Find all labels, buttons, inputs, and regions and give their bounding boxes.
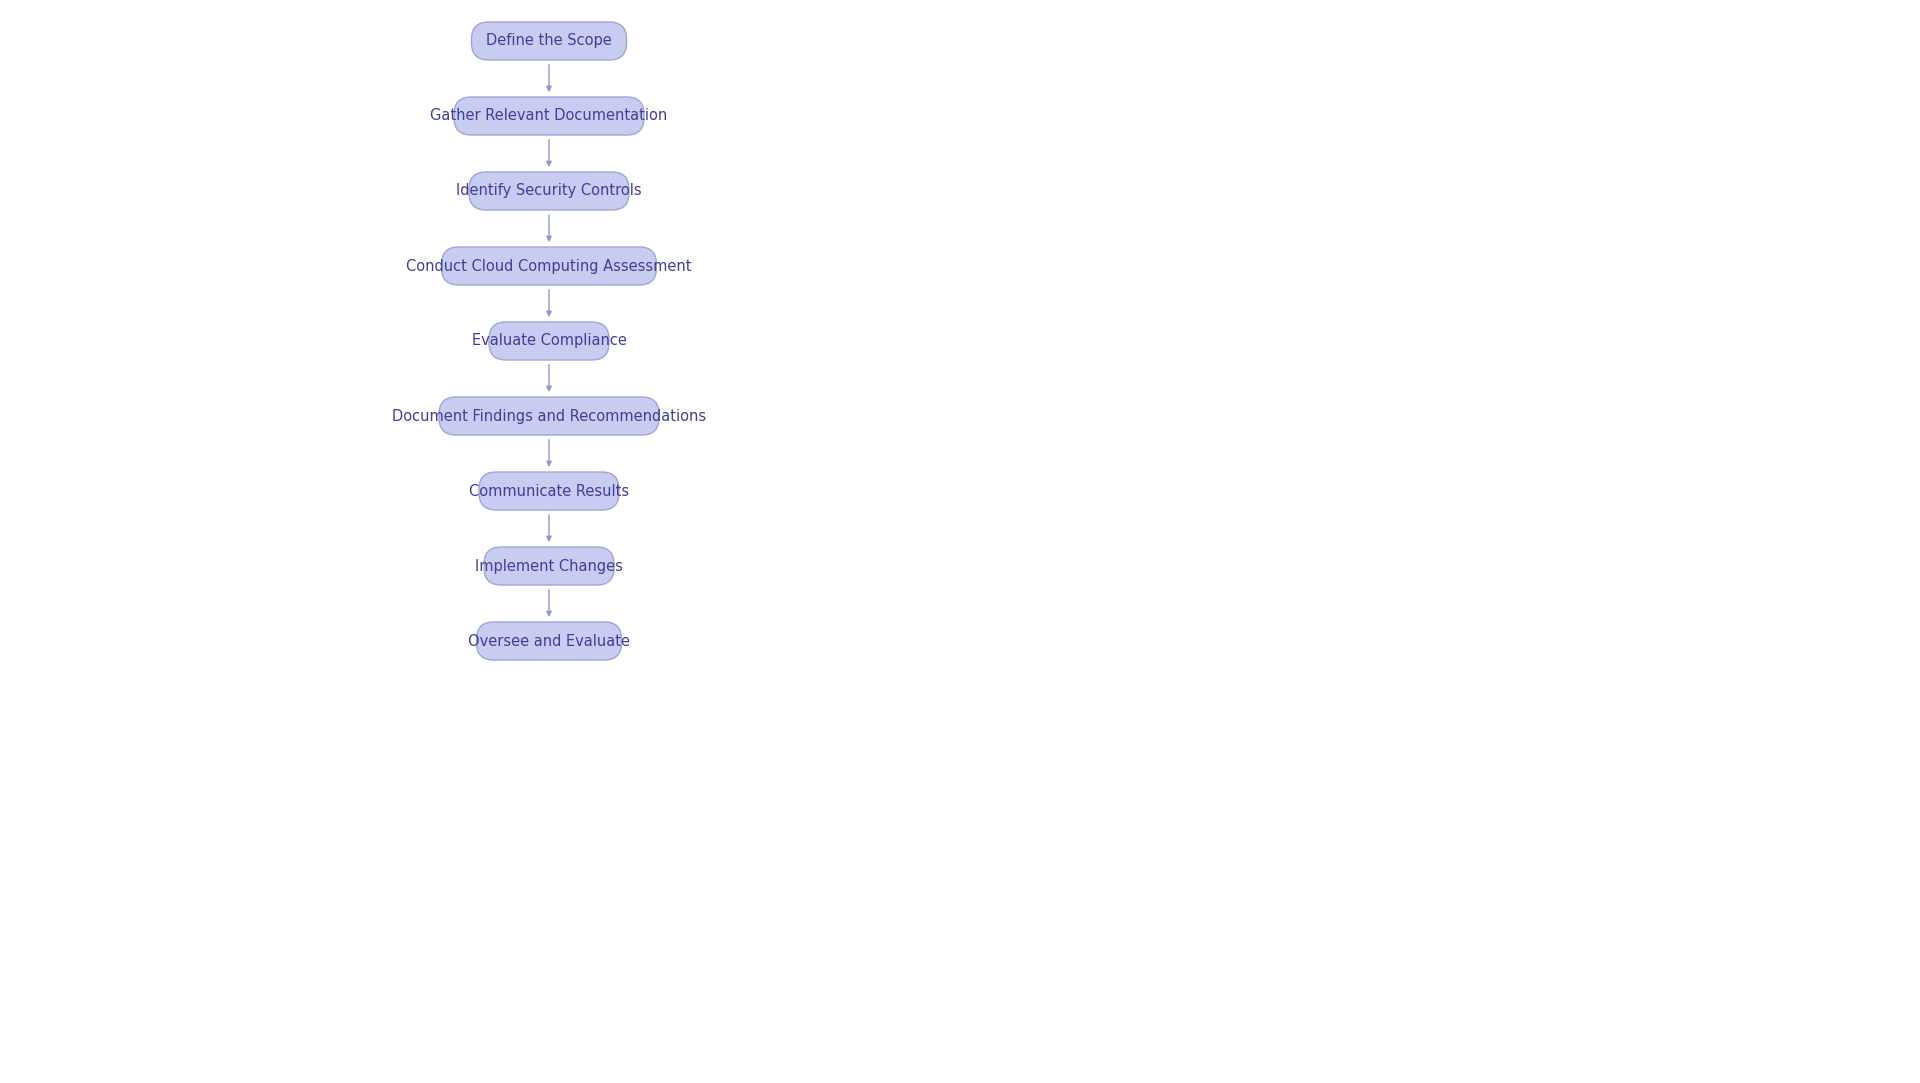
FancyBboxPatch shape	[478, 472, 618, 510]
Text: Implement Changes: Implement Changes	[474, 559, 622, 574]
Text: Gather Relevant Documentation: Gather Relevant Documentation	[430, 108, 668, 123]
FancyBboxPatch shape	[476, 622, 622, 660]
Text: Oversee and Evaluate: Oversee and Evaluate	[468, 634, 630, 649]
FancyBboxPatch shape	[472, 22, 626, 60]
FancyBboxPatch shape	[440, 397, 659, 435]
FancyBboxPatch shape	[442, 247, 657, 285]
FancyBboxPatch shape	[468, 172, 630, 210]
FancyBboxPatch shape	[484, 547, 614, 585]
Text: Define the Scope: Define the Scope	[486, 34, 612, 49]
Text: Conduct Cloud Computing Assessment: Conduct Cloud Computing Assessment	[407, 259, 691, 274]
Text: Identify Security Controls: Identify Security Controls	[457, 183, 641, 198]
Text: Evaluate Compliance: Evaluate Compliance	[472, 334, 626, 349]
FancyBboxPatch shape	[453, 97, 643, 135]
FancyBboxPatch shape	[490, 322, 609, 360]
Text: Document Findings and Recommendations: Document Findings and Recommendations	[392, 408, 707, 423]
Text: Communicate Results: Communicate Results	[468, 483, 630, 498]
